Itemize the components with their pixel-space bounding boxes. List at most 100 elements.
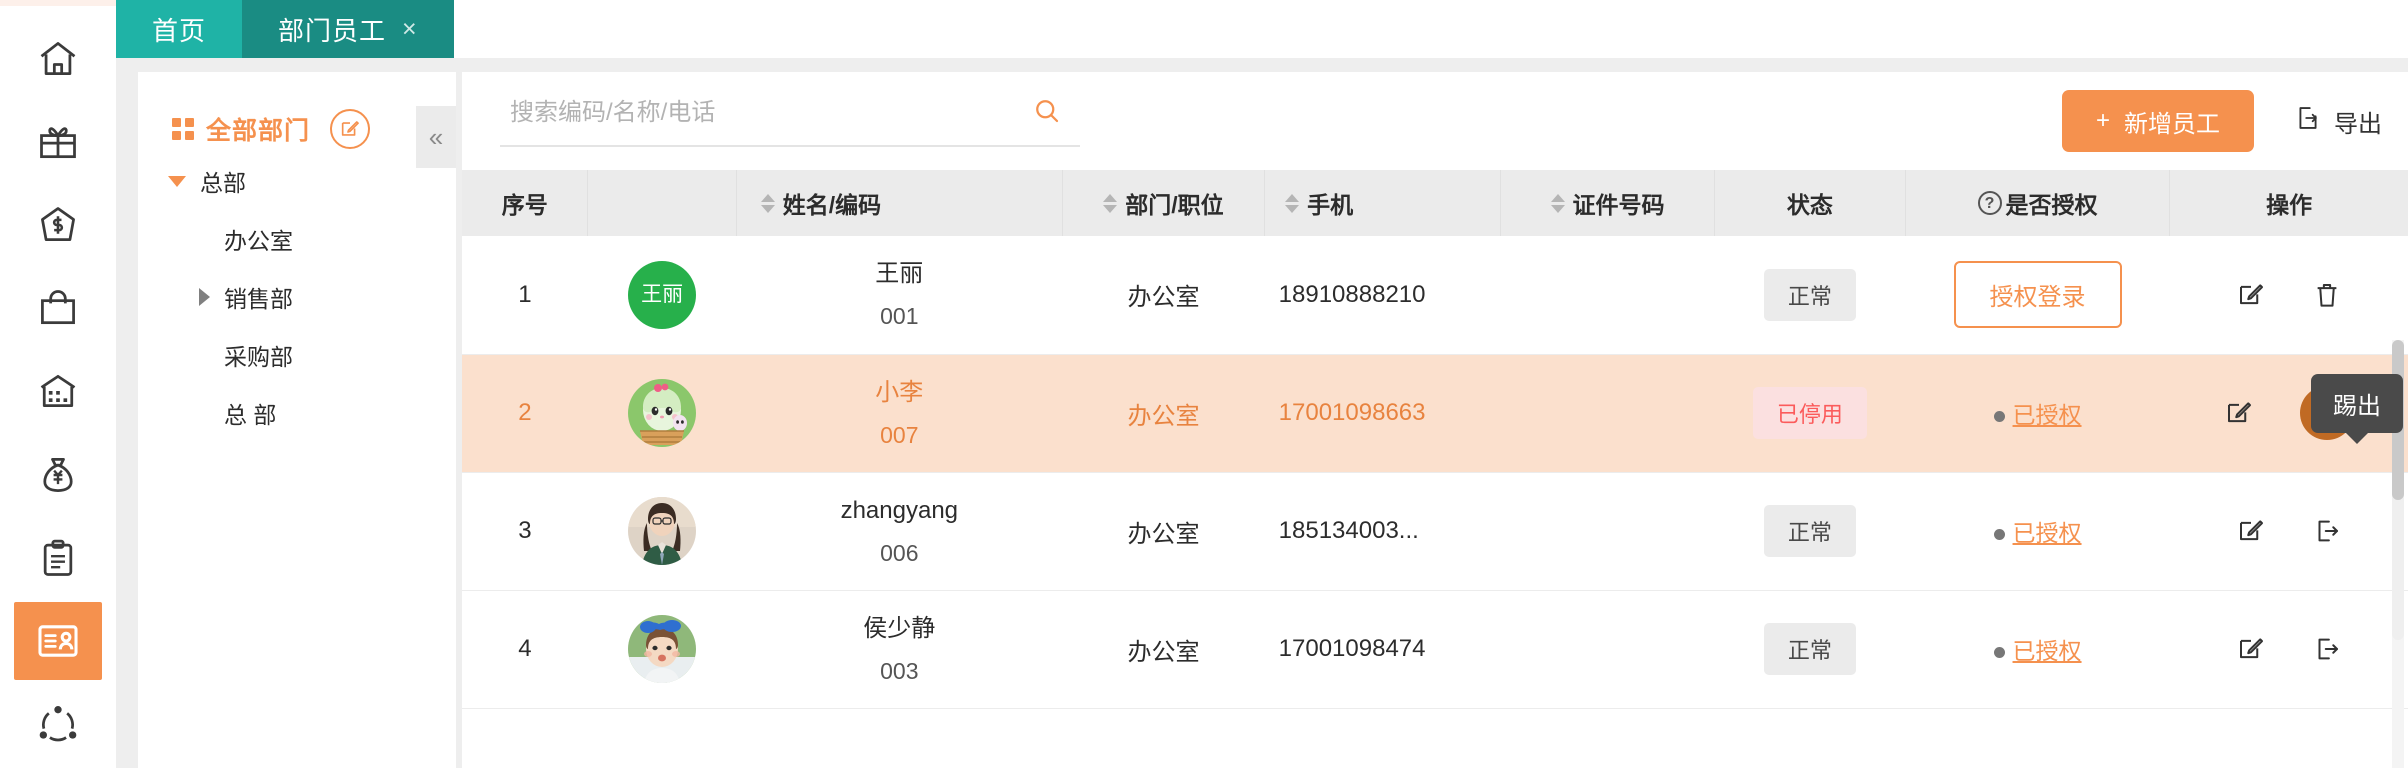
table-row[interactable]: 2 — [462, 354, 2408, 473]
home-icon[interactable] — [14, 20, 102, 98]
add-staff-label: 新增员工 — [2124, 110, 2220, 138]
tree-node-headquarters[interactable]: 总部 — [138, 152, 456, 210]
chevron-right-icon[interactable] — [199, 288, 210, 306]
avatar — [628, 615, 697, 683]
cell-phone: 17001098663 — [1264, 354, 1501, 473]
cell-authorized: 已授权 — [1905, 354, 2170, 473]
authorized-link[interactable]: 已授权 — [2012, 638, 2082, 664]
col-department-position[interactable]: 部门/职位 — [1062, 170, 1266, 236]
staff-table: 序号 姓名/编码 — [462, 170, 2408, 709]
export-button[interactable]: 导出 — [2294, 104, 2382, 139]
cell-status: 正常 — [1714, 472, 1906, 591]
sort-icon[interactable] — [1285, 193, 1300, 213]
add-staff-button[interactable]: + 新增员工 — [2061, 90, 2254, 152]
cell-index: 3 — [462, 472, 588, 591]
tree-node-label: 总部 — [200, 170, 246, 196]
close-icon[interactable]: × — [402, 14, 418, 43]
cell-id-number — [1500, 590, 1715, 709]
cell-phone: 185134003... — [1264, 472, 1501, 591]
chevron-down-icon[interactable] — [168, 175, 186, 187]
col-phone[interactable]: 手机 — [1264, 170, 1502, 236]
export-icon — [2294, 104, 2322, 139]
tree-node-purchasing[interactable]: 采购部 — [138, 326, 456, 384]
kick-out-icon[interactable] — [2312, 634, 2342, 664]
cell-authorized: 已授权 — [1905, 590, 2170, 709]
rail-top-strip — [0, 0, 116, 6]
warehouse-icon[interactable] — [14, 352, 102, 430]
kick-out-icon[interactable] — [2312, 516, 2342, 546]
edit-pencil-icon[interactable] — [330, 109, 371, 149]
cell-id-number — [1500, 472, 1715, 591]
collapse-panel-button[interactable]: « — [416, 106, 456, 168]
col-authorized: ? 是否授权 — [1905, 170, 2171, 236]
table-row[interactable]: 3 — [462, 472, 2408, 591]
col-label: 是否授权 — [2005, 192, 2098, 218]
cell-operations — [2169, 472, 2408, 591]
cell-id-number — [1500, 236, 1715, 355]
share-nodes-icon[interactable] — [14, 685, 102, 763]
authorize-login-button[interactable]: 授权登录 — [1953, 261, 2122, 329]
cell-department: 办公室 — [1062, 472, 1265, 591]
department-tree-panel: 全部部门 总部 办公室 销售部 — [138, 72, 456, 768]
sort-icon[interactable] — [1103, 193, 1118, 213]
clipboard-icon[interactable] — [14, 519, 102, 597]
edit-icon[interactable] — [2236, 516, 2266, 546]
staff-code: 007 — [880, 421, 919, 448]
staff-name: 侯少静 — [863, 614, 936, 642]
gift-icon[interactable] — [14, 103, 102, 181]
cell-index: 2 — [462, 354, 588, 473]
tree-node-general[interactable]: 总 部 — [138, 384, 456, 442]
authorized-link[interactable]: 已授权 — [2012, 520, 2082, 546]
col-label: 手机 — [1307, 192, 1354, 218]
staff-table-body: 1 王丽 王丽 001 办公室 18910888210 — [462, 236, 2408, 709]
authorized-link[interactable]: 已授权 — [2012, 402, 2082, 428]
sort-icon[interactable] — [760, 193, 775, 213]
sort-icon[interactable] — [1550, 193, 1565, 213]
cell-index: 4 — [462, 590, 588, 709]
col-label: 操作 — [2266, 192, 2313, 218]
tab-department-staff[interactable]: 部门员工 × — [242, 0, 454, 58]
shopping-bag-icon[interactable] — [14, 269, 102, 347]
staff-code: 006 — [880, 539, 919, 566]
col-label: 部门/职位 — [1125, 192, 1224, 218]
avatar — [628, 379, 697, 447]
col-index: 序号 — [462, 170, 589, 236]
kick-out-tooltip-label: 踢出 — [2333, 393, 2381, 420]
tab-home[interactable]: 首页 — [116, 0, 243, 58]
table-row[interactable]: 4 — [462, 590, 2408, 709]
cell-name-code: 王丽 001 — [736, 236, 1063, 355]
edit-icon[interactable] — [2236, 634, 2266, 664]
grid-icon — [172, 118, 194, 140]
staff-toolbar: + 新增员工 导出 — [462, 72, 2408, 170]
edit-icon[interactable] — [2224, 398, 2254, 428]
col-label: 姓名/编码 — [782, 192, 882, 218]
help-icon[interactable]: ? — [1977, 191, 2002, 215]
col-label: 状态 — [1786, 192, 1833, 218]
tree-node-label: 总 部 — [224, 402, 277, 428]
auth-status-dot — [1993, 411, 2005, 423]
delete-icon[interactable] — [2312, 280, 2342, 310]
search-input[interactable] — [510, 99, 1032, 127]
cell-name-code: 侯少静 003 — [736, 590, 1063, 709]
search-icon[interactable] — [1032, 96, 1062, 131]
cell-department: 办公室 — [1062, 590, 1265, 709]
edit-icon[interactable] — [2236, 280, 2266, 310]
col-id-number[interactable]: 证件号码 — [1500, 170, 1715, 236]
tree-node-office[interactable]: 办公室 — [138, 210, 456, 268]
status-badge: 正常 — [1763, 505, 1856, 557]
col-status: 状态 — [1714, 170, 1906, 236]
money-bag-icon[interactable] — [14, 436, 102, 514]
search-box[interactable] — [500, 96, 1080, 147]
cell-index: 1 — [462, 236, 588, 355]
staff-name: 小李 — [875, 378, 924, 406]
col-name-code[interactable]: 姓名/编码 — [736, 170, 1063, 236]
tree-node-sales[interactable]: 销售部 — [138, 268, 456, 326]
tab-bar: 首页 部门员工 × — [116, 0, 2408, 58]
cell-authorized: 已授权 — [1905, 472, 2170, 591]
cell-status: 正常 — [1714, 590, 1906, 709]
cell-operations — [2169, 236, 2408, 355]
store-money-icon[interactable] — [14, 186, 102, 264]
auth-status-dot — [1993, 529, 2005, 541]
staff-card-icon[interactable] — [13, 601, 102, 680]
table-row[interactable]: 1 王丽 王丽 001 办公室 18910888210 — [462, 236, 2408, 355]
